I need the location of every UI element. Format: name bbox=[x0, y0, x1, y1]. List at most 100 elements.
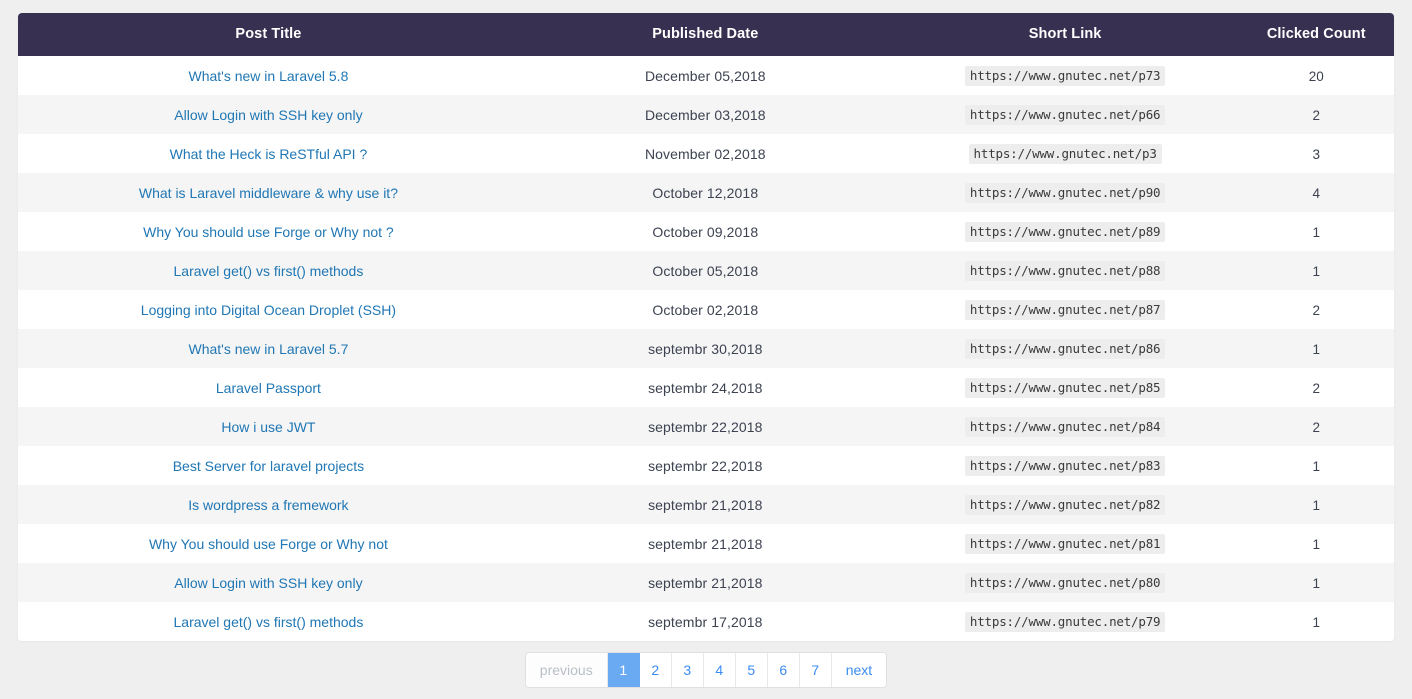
cell-clicked-count: 1 bbox=[1239, 524, 1395, 563]
cell-published-date: October 09,2018 bbox=[519, 212, 892, 251]
short-link-code[interactable]: https://www.gnutec.net/p84 bbox=[964, 416, 1166, 437]
clicked-count-value: 1 bbox=[1312, 575, 1320, 591]
cell-clicked-count: 1 bbox=[1239, 602, 1395, 641]
clicked-count-value: 2 bbox=[1312, 107, 1320, 123]
cell-published-date: septembr 21,2018 bbox=[519, 485, 892, 524]
published-date-text: December 05,2018 bbox=[644, 67, 766, 84]
cell-short-link: https://www.gnutec.net/p86 bbox=[892, 329, 1239, 368]
clicked-count-value: 4 bbox=[1312, 185, 1320, 201]
cell-published-date: septembr 22,2018 bbox=[519, 407, 892, 446]
cell-published-date: septembr 17,2018 bbox=[519, 602, 892, 641]
post-title-link[interactable]: Why You should use Forge or Why not ? bbox=[143, 223, 394, 240]
table-row: Why You should use Forge or Why not ? Oct… bbox=[18, 212, 1394, 251]
short-link-code[interactable]: https://www.gnutec.net/p88 bbox=[964, 260, 1166, 281]
post-title-link[interactable]: Why You should use Forge or Why not bbox=[148, 535, 388, 552]
short-link-code[interactable]: https://www.gnutec.net/p83 bbox=[964, 455, 1166, 476]
pagination-page-4[interactable]: 4 bbox=[703, 653, 736, 687]
pagination-page-1[interactable]: 1 bbox=[607, 653, 640, 687]
post-title-link[interactable]: Laravel Passport bbox=[215, 379, 321, 396]
short-link-code[interactable]: https://www.gnutec.net/p89 bbox=[964, 221, 1166, 242]
published-date-text: October 12,2018 bbox=[652, 184, 759, 201]
cell-post-title: What's new in Laravel 5.8 bbox=[18, 56, 519, 95]
post-title-link[interactable]: Laravel get() vs first() methods bbox=[173, 613, 364, 630]
cell-short-link: https://www.gnutec.net/p73 bbox=[892, 56, 1239, 95]
clicked-count-value: 1 bbox=[1312, 458, 1320, 474]
post-title-link[interactable]: What's new in Laravel 5.8 bbox=[188, 67, 349, 84]
short-link-code[interactable]: https://www.gnutec.net/p3 bbox=[968, 143, 1162, 164]
cell-post-title: How i use JWT bbox=[18, 407, 519, 446]
clicked-count-value: 1 bbox=[1312, 536, 1320, 552]
cell-post-title: Allow Login with SSH key only bbox=[18, 95, 519, 134]
short-link-code[interactable]: https://www.gnutec.net/p79 bbox=[964, 611, 1166, 632]
short-link-code[interactable]: https://www.gnutec.net/p87 bbox=[964, 299, 1166, 320]
cell-short-link: https://www.gnutec.net/p87 bbox=[892, 290, 1239, 329]
clicked-count-value: 2 bbox=[1312, 419, 1320, 435]
cell-published-date: septembr 21,2018 bbox=[519, 563, 892, 602]
cell-short-link: https://www.gnutec.net/p80 bbox=[892, 563, 1239, 602]
column-header-post-title[interactable]: Post Title bbox=[18, 13, 519, 56]
cell-clicked-count: 4 bbox=[1239, 173, 1395, 212]
pagination: previous 1 2 3 4 5 6 7 next bbox=[525, 653, 887, 687]
cell-published-date: October 12,2018 bbox=[519, 173, 892, 212]
pagination-page-5[interactable]: 5 bbox=[735, 653, 768, 687]
cell-short-link: https://www.gnutec.net/p81 bbox=[892, 524, 1239, 563]
published-date-text: septembr 22,2018 bbox=[648, 457, 763, 474]
table-row: Allow Login with SSH key only December 03… bbox=[18, 95, 1394, 134]
post-title-link[interactable]: Laravel get() vs first() methods bbox=[173, 262, 364, 279]
column-header-short-link[interactable]: Short Link bbox=[891, 13, 1239, 56]
post-title-link[interactable]: What's new in Laravel 5.7 bbox=[188, 340, 349, 357]
cell-short-link: https://www.gnutec.net/p84 bbox=[892, 407, 1239, 446]
table-row: Logging into Digital Ocean Droplet (SSH)… bbox=[18, 290, 1394, 329]
table-header: Post Title Published Date Short Link Cli… bbox=[18, 13, 1394, 56]
post-title-link[interactable]: Allow Login with SSH key only bbox=[174, 106, 363, 123]
table-row: Laravel get() vs first() methods septembr… bbox=[18, 602, 1394, 641]
short-link-code[interactable]: https://www.gnutec.net/p81 bbox=[964, 533, 1166, 554]
cell-post-title: Laravel get() vs first() methods bbox=[18, 251, 519, 290]
short-link-code[interactable]: https://www.gnutec.net/p82 bbox=[964, 494, 1166, 515]
pagination-page-3[interactable]: 3 bbox=[671, 653, 704, 687]
cell-published-date: November 02,2018 bbox=[519, 134, 892, 173]
cell-post-title: Allow Login with SSH key only bbox=[18, 563, 519, 602]
cell-post-title: Laravel Passport bbox=[18, 368, 519, 407]
cell-clicked-count: 2 bbox=[1239, 95, 1395, 134]
short-link-code[interactable]: https://www.gnutec.net/p73 bbox=[964, 65, 1166, 86]
short-link-code[interactable]: https://www.gnutec.net/p85 bbox=[964, 377, 1166, 398]
cell-post-title: Why You should use Forge or Why not bbox=[18, 524, 519, 563]
table-row: Laravel Passport septembr 24,2018 https://… bbox=[18, 368, 1394, 407]
cell-post-title: Best Server for laravel projects bbox=[18, 446, 519, 485]
cell-published-date: septembr 21,2018 bbox=[519, 524, 892, 563]
pagination-next[interactable]: next bbox=[831, 653, 887, 687]
post-title-link[interactable]: Best Server for laravel projects bbox=[172, 457, 365, 474]
post-title-link[interactable]: Allow Login with SSH key only bbox=[174, 574, 363, 591]
short-link-code[interactable]: https://www.gnutec.net/p66 bbox=[964, 104, 1166, 125]
pagination-page-2[interactable]: 2 bbox=[639, 653, 672, 687]
post-title-link[interactable]: Logging into Digital Ocean Droplet (SSH) bbox=[140, 301, 397, 318]
cell-clicked-count: 1 bbox=[1239, 446, 1395, 485]
table-row: What's new in Laravel 5.7 septembr 30,201… bbox=[18, 329, 1394, 368]
cell-published-date: septembr 24,2018 bbox=[519, 368, 892, 407]
cell-short-link: https://www.gnutec.net/p3 bbox=[892, 134, 1239, 173]
cell-post-title: Logging into Digital Ocean Droplet (SSH) bbox=[18, 290, 519, 329]
published-date-text: October 05,2018 bbox=[652, 262, 759, 279]
table-row: How i use JWT septembr 22,2018 https://www… bbox=[18, 407, 1394, 446]
published-date-text: November 02,2018 bbox=[644, 145, 766, 162]
short-link-code[interactable]: https://www.gnutec.net/p86 bbox=[964, 338, 1166, 359]
pagination-page-6[interactable]: 6 bbox=[767, 653, 800, 687]
clicked-count-value: 1 bbox=[1312, 614, 1320, 630]
table-row: Why You should use Forge or Why not septe… bbox=[18, 524, 1394, 563]
post-title-link[interactable]: How i use JWT bbox=[221, 418, 316, 435]
post-title-link[interactable]: What the Heck is ReSTful API ? bbox=[169, 145, 368, 162]
short-link-code[interactable]: https://www.gnutec.net/p80 bbox=[964, 572, 1166, 593]
post-title-link[interactable]: What is Laravel middleware & why use it? bbox=[138, 184, 398, 201]
column-header-clicked-count[interactable]: Clicked Count bbox=[1238, 13, 1394, 56]
pagination-previous: previous bbox=[525, 653, 608, 687]
cell-published-date: October 02,2018 bbox=[519, 290, 892, 329]
column-header-published-date[interactable]: Published Date bbox=[518, 13, 892, 56]
table-row: Allow Login with SSH key only septembr 21… bbox=[18, 563, 1394, 602]
pagination-page-7[interactable]: 7 bbox=[799, 653, 832, 687]
short-link-code[interactable]: https://www.gnutec.net/p90 bbox=[964, 182, 1166, 203]
table-row: What's new in Laravel 5.8 December 05,201… bbox=[18, 56, 1394, 95]
post-title-link[interactable]: Is wordpress a fremework bbox=[188, 496, 349, 513]
published-date-text: septembr 24,2018 bbox=[648, 379, 763, 396]
